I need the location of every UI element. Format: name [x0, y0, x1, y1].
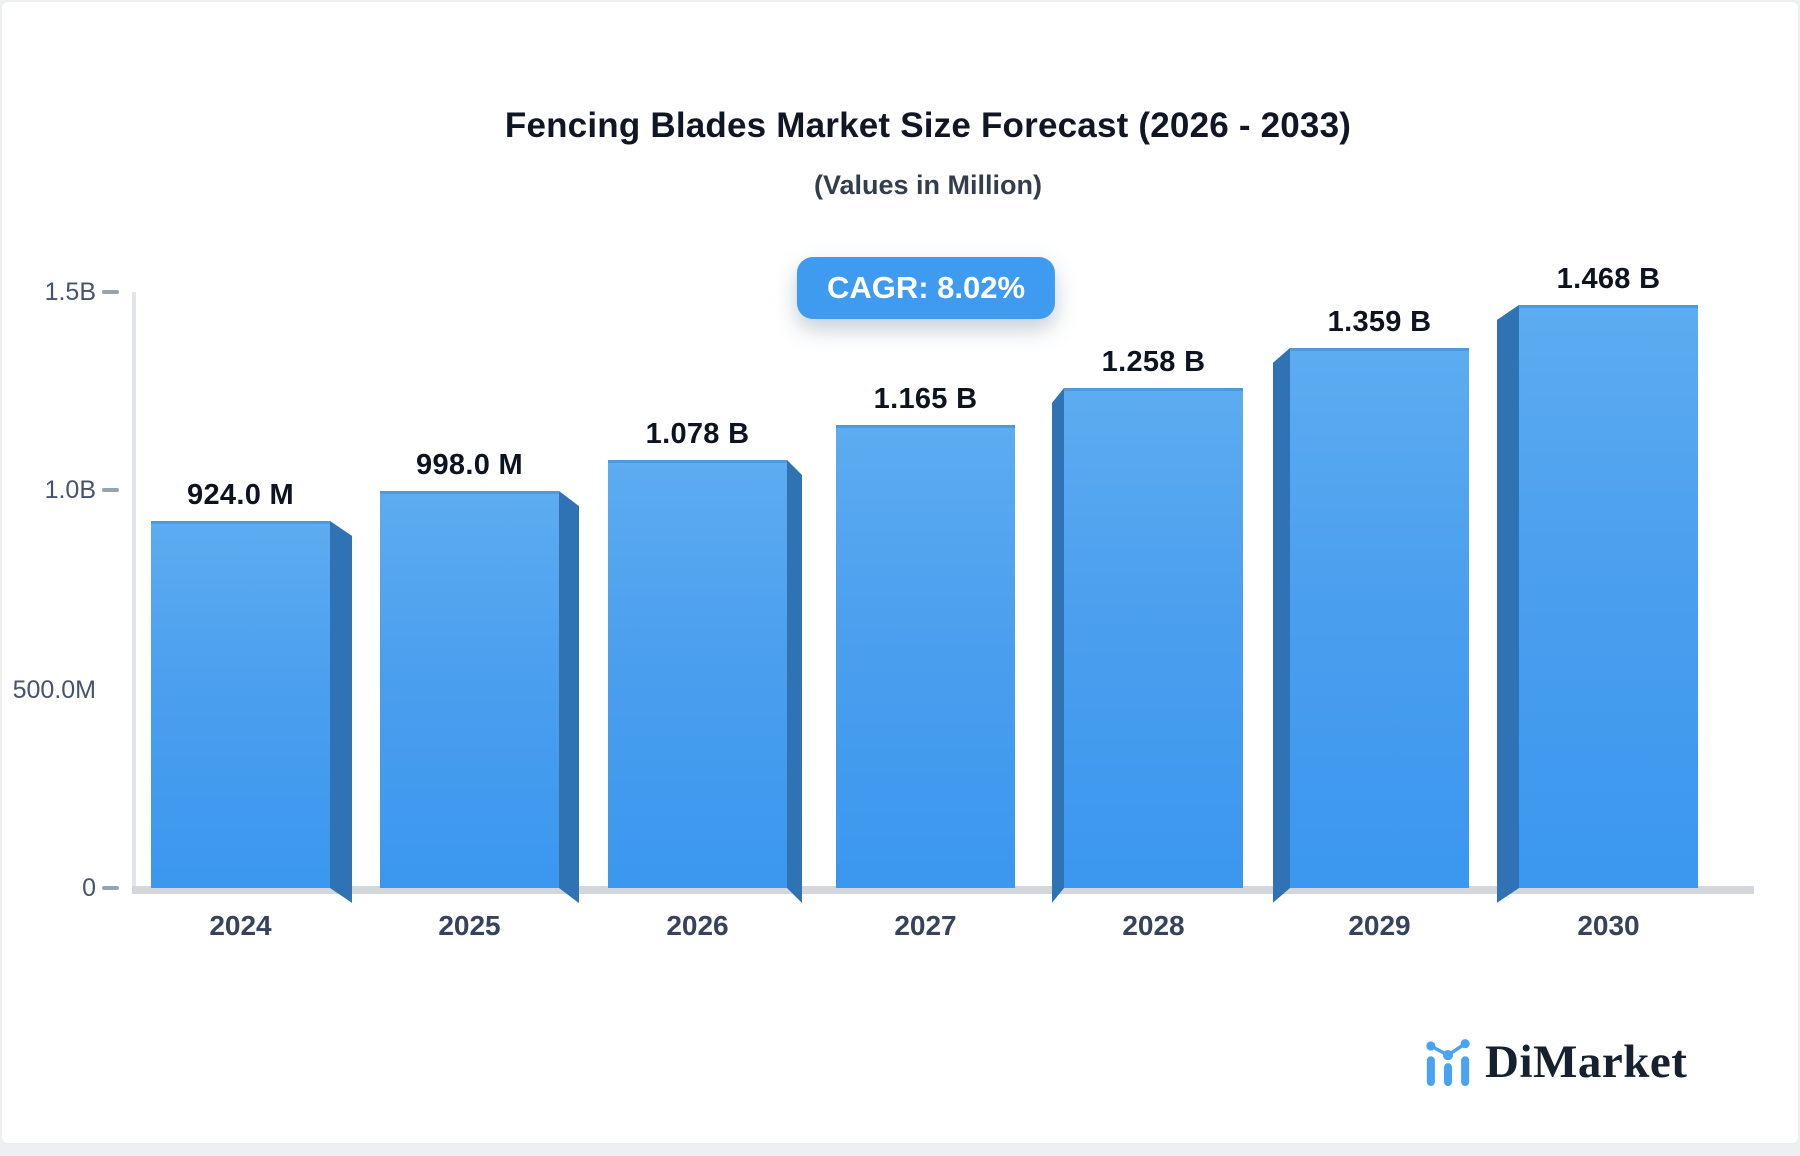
bar-2026: 1.078 B 2026 — [608, 418, 802, 941]
bar-3d-side — [787, 460, 802, 903]
bar-value-label: 1.258 B — [1101, 346, 1206, 378]
x-tick-label: 2027 — [894, 910, 957, 941]
bar-value-label: 998.0 M — [416, 449, 523, 481]
bar-2030: 1.468 B 2030 — [1497, 263, 1698, 941]
bar-value-label: 924.0 M — [187, 479, 294, 511]
y-tick-mark — [102, 886, 119, 890]
chart-subtitle: (Values in Million) — [813, 170, 1043, 200]
y-tick-mark — [102, 488, 119, 492]
y-tick-label: 0 — [82, 874, 96, 902]
bar-2029: 1.359 B 2029 — [1273, 306, 1469, 941]
bar-face — [151, 521, 330, 888]
bar-value-label: 1.078 B — [645, 418, 750, 450]
dimarket-logo-icon — [1426, 1039, 1470, 1086]
bar-3d-side — [1273, 348, 1290, 903]
bar-value-label: 1.165 B — [873, 383, 978, 415]
bar-face — [608, 460, 787, 888]
y-axis-line — [132, 292, 136, 888]
dimarket-logo-text: DiMarket — [1485, 1035, 1688, 1088]
bar-3d-side — [559, 491, 579, 904]
bar-face — [1519, 305, 1698, 888]
cagr-badge: CAGR: 8.02% — [796, 257, 1056, 319]
bar-value-label: 1.359 B — [1327, 306, 1432, 338]
y-tick-label: 1.5B — [44, 278, 96, 306]
x-tick-label: 2025 — [438, 910, 501, 941]
bar-face — [1290, 348, 1469, 888]
bar-3d-side — [1497, 305, 1519, 903]
bar-face — [836, 425, 1015, 888]
bar-face — [380, 491, 559, 888]
chart-title: Fencing Blades Market Size Forecast (202… — [504, 106, 1352, 145]
x-axis-baseline — [132, 886, 1754, 894]
bar-value-label: 1.468 B — [1556, 263, 1661, 295]
x-tick-label: 2026 — [666, 910, 729, 941]
bar-3d-side — [330, 521, 352, 903]
bar-face — [1064, 388, 1243, 888]
bar-3d-side — [1052, 388, 1064, 903]
x-tick-label: 2024 — [209, 910, 272, 941]
bar-2025: 998.0 M 2025 — [380, 449, 579, 941]
x-tick-label: 2029 — [1348, 910, 1411, 941]
dimarket-logo[interactable]: DiMarket — [1425, 1038, 1687, 1086]
y-tick-label: 1.0B — [44, 476, 96, 504]
x-tick-label: 2030 — [1577, 910, 1640, 941]
bar-2028: 1.258 B 2028 — [1052, 346, 1243, 941]
y-tick-label: 500.0M — [12, 676, 96, 704]
bar-2027: 1.165 B 2027 — [836, 383, 1015, 941]
y-tick-mark — [102, 290, 119, 294]
x-tick-label: 2028 — [1122, 910, 1185, 941]
bar-2024: 924.0 M 2024 — [151, 479, 352, 941]
